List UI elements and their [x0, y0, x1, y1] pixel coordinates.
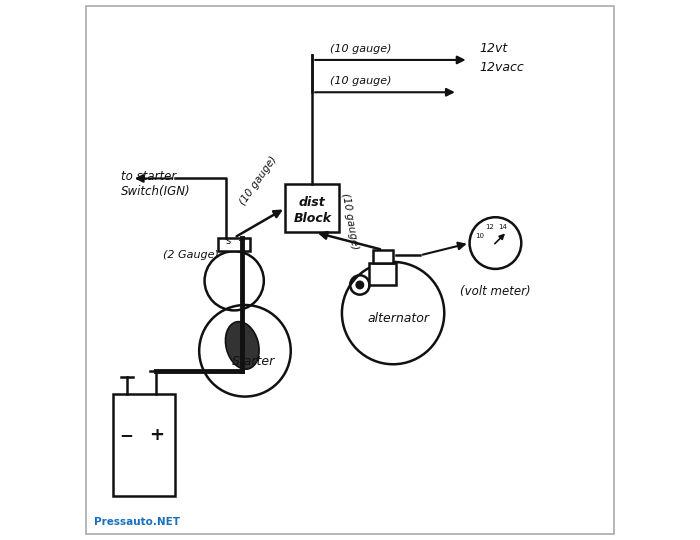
Text: +: + — [237, 236, 245, 246]
Text: (10 gauge): (10 gauge) — [340, 192, 360, 251]
Text: Starter: Starter — [232, 355, 274, 368]
Text: s: s — [225, 236, 230, 246]
Text: (10 gauge): (10 gauge) — [330, 44, 391, 54]
Text: (10 gauge): (10 gauge) — [330, 76, 391, 86]
Polygon shape — [370, 264, 396, 285]
Text: (2 Gauge): (2 Gauge) — [163, 250, 219, 260]
Text: 12vt: 12vt — [480, 42, 508, 55]
Text: (10 gauge): (10 gauge) — [238, 155, 279, 207]
Text: +: + — [149, 426, 164, 444]
Text: −: − — [120, 426, 134, 444]
Text: (volt meter): (volt meter) — [460, 285, 531, 298]
Text: to starter
Switch(IGN): to starter Switch(IGN) — [121, 170, 190, 198]
Text: Pressauto.NET: Pressauto.NET — [94, 517, 180, 528]
Ellipse shape — [225, 322, 259, 369]
Text: 10: 10 — [475, 233, 484, 239]
Polygon shape — [373, 250, 393, 264]
Polygon shape — [286, 184, 340, 232]
Text: dist: dist — [299, 196, 326, 209]
Text: 12vacc: 12vacc — [480, 60, 524, 74]
Text: Block: Block — [293, 212, 331, 225]
Text: 12: 12 — [485, 224, 494, 230]
Circle shape — [356, 281, 363, 289]
Text: alternator: alternator — [368, 312, 430, 325]
Text: 14: 14 — [498, 225, 507, 231]
Polygon shape — [218, 238, 251, 251]
